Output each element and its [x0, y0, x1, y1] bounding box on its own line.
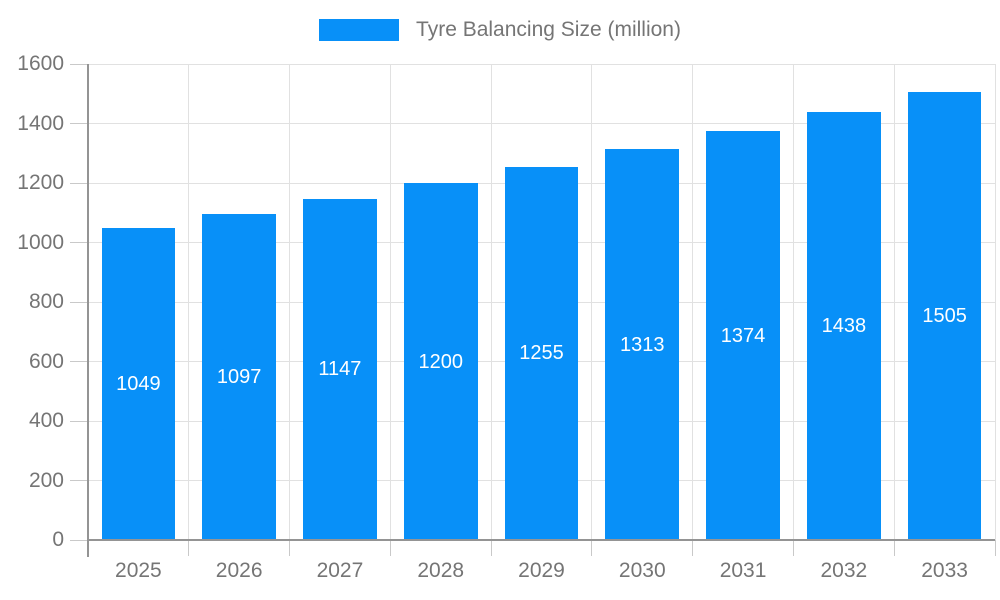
bar-value-label: 1438 [821, 315, 867, 338]
bar-2029[interactable] [504, 166, 579, 540]
bar-value-label: 1049 [116, 372, 161, 395]
x-axis-tick [490, 540, 492, 556]
bar-value-label: 1313 [620, 333, 665, 356]
bar-2026[interactable] [202, 213, 276, 540]
y-axis-tick [70, 242, 88, 243]
bar-value-label: 1505 [922, 305, 967, 328]
x-axis-tick-label: 2027 [316, 559, 364, 582]
bar-value-label: 1097 [216, 365, 262, 388]
bar-2032[interactable] [807, 112, 881, 540]
gridline-vertical [389, 64, 391, 540]
x-axis-tick [792, 540, 794, 556]
bar-2025[interactable] [101, 227, 176, 540]
bar-value-label: 1255 [519, 342, 564, 365]
y-axis-tick [70, 420, 88, 422]
bar-2033[interactable] [907, 92, 982, 540]
y-axis-tick-label: 600 [28, 349, 64, 373]
y-axis-tick [70, 182, 88, 184]
bar-2028[interactable] [403, 183, 478, 540]
bar-2031[interactable] [706, 131, 780, 540]
bar-value-label: 1374 [720, 324, 766, 347]
y-axis-tick-label: 200 [28, 468, 64, 492]
gridline-horizontal [88, 123, 995, 124]
x-axis-tick [591, 540, 593, 556]
y-axis-tick-label: 1600 [17, 52, 64, 75]
y-axis-tick [70, 539, 88, 541]
y-axis-tick-label: 1400 [17, 111, 64, 135]
x-axis-tick-label: 2029 [518, 559, 565, 582]
y-axis-tick [70, 301, 88, 303]
x-axis-tick-label: 2028 [417, 559, 465, 582]
x-axis-tick-label: 2033 [921, 559, 968, 582]
gridline-vertical [289, 64, 291, 540]
gridline-vertical [490, 64, 492, 540]
x-axis-tick-label: 2025 [115, 559, 162, 582]
x-axis-line [87, 539, 995, 541]
x-axis-tick-label: 2031 [719, 559, 767, 582]
legend: Tyre Balancing Size (million) [0, 18, 1000, 42]
y-axis-tick-label: 400 [28, 409, 64, 432]
x-axis-tick [893, 540, 895, 556]
bar-value-label: 1200 [418, 350, 463, 373]
bar-2030[interactable] [605, 149, 680, 540]
gridline-vertical [893, 64, 895, 540]
x-axis-tick [289, 540, 291, 556]
gridline-vertical [792, 64, 794, 540]
y-axis-tick [70, 63, 88, 65]
bar-2027[interactable] [303, 198, 377, 540]
y-axis-tick [70, 361, 88, 362]
x-axis-tick [994, 540, 996, 556]
gridline-horizontal [88, 63, 995, 65]
y-axis-tick-label: 800 [28, 290, 64, 313]
y-axis-tick [70, 123, 88, 124]
legend-swatch[interactable] [319, 19, 400, 41]
y-axis-tick-label: 1200 [17, 171, 64, 194]
x-axis-tick [389, 540, 391, 556]
gridline-vertical [692, 64, 694, 540]
x-axis-tick-label: 2026 [215, 559, 263, 582]
y-axis-tick-label: 0 [52, 528, 64, 551]
x-axis-tick-label: 2030 [618, 559, 666, 582]
y-axis-line [87, 64, 89, 557]
gridline-vertical [994, 64, 996, 540]
bar-value-label: 1147 [318, 358, 362, 381]
gridline-vertical [591, 64, 593, 540]
y-axis-tick-label: 1000 [17, 230, 64, 254]
x-axis-tick [692, 540, 694, 556]
y-axis-tick [70, 480, 88, 481]
x-axis-tick-label: 2032 [820, 559, 868, 582]
legend-label: Tyre Balancing Size (million) [416, 18, 681, 41]
gridline-vertical [188, 64, 190, 540]
x-axis-tick [188, 540, 190, 556]
